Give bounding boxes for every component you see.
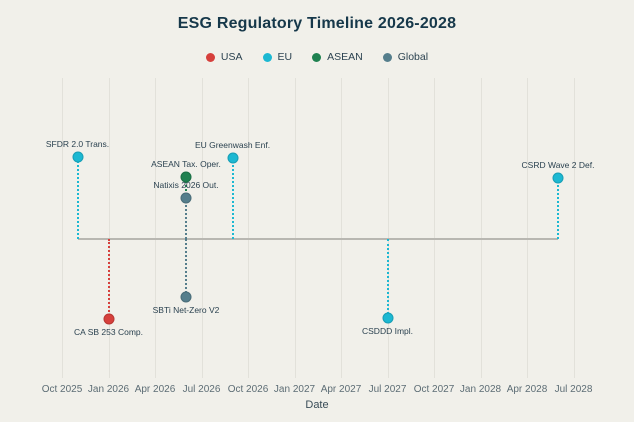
event-label-csddd-impl: CSDDD Impl. (361, 326, 414, 336)
x-tick-label: Jul 2028 (554, 384, 593, 395)
gridline (201, 78, 203, 378)
gridline (108, 78, 110, 378)
legend-item-label: USA (220, 51, 243, 63)
gridline (248, 78, 249, 378)
chart-title: ESG Regulatory Timeline 2026-2028 (177, 15, 457, 32)
legend-marker-icon (262, 52, 272, 62)
event-label-natixis-2026-out: Natixis 2026 Out. (153, 180, 219, 190)
event-stem-ca-sb-253-comp (107, 239, 110, 319)
gridline (62, 78, 63, 378)
legend: USA EU ASEAN Global (0, 51, 634, 63)
x-tick-label: Oct 2026 (227, 384, 269, 395)
x-tick-label: Apr 2028 (506, 384, 548, 395)
event-dot-eu-greenwash-enf[interactable] (227, 152, 238, 164)
event-label-sfdr-2-0-trans: SFDR 2.0 Trans. (45, 139, 110, 149)
x-tick-label: Jul 2027 (368, 384, 407, 395)
event-stem-csddd-impl (386, 239, 389, 318)
event-dot-asean-tax-oper[interactable] (180, 171, 192, 183)
legend-marker-icon (312, 52, 322, 62)
event-dot-csrd-wave-2-def[interactable] (552, 172, 564, 184)
event-stem-sfdr-2-0-trans (76, 157, 79, 239)
x-tick-label: Apr 2026 (134, 384, 176, 395)
event-dot-sfdr-2-0-trans[interactable] (72, 151, 83, 163)
event-stem-sbti-net-zero-v2 (185, 239, 187, 297)
event-label-asean-tax-oper: ASEAN Tax. Oper. (151, 159, 221, 169)
legend-item-usa[interactable]: USA (205, 51, 243, 63)
event-label-sbti-net-zero-v2: SBTi Net-Zero V2 (152, 305, 220, 315)
x-tick-label: Jul 2026 (182, 384, 221, 395)
event-dot-csddd-impl[interactable] (382, 312, 393, 324)
x-tick-label: Jan 2027 (273, 384, 316, 395)
legend-marker-icon (205, 52, 215, 62)
event-dot-natixis-2026-out[interactable] (180, 192, 192, 204)
legend-item-label: EU (277, 51, 293, 63)
gridline (434, 78, 435, 378)
event-stem-natixis-2026-out (185, 198, 187, 239)
gridline (387, 78, 389, 378)
gridline (341, 78, 342, 378)
x-tick-label: Jan 2028 (459, 384, 502, 395)
x-axis-title: Date (305, 399, 329, 411)
x-tick-label: Jan 2026 (87, 384, 130, 395)
event-label-eu-greenwash-enf: EU Greenwash Enf. (194, 140, 271, 150)
event-dot-ca-sb-253-comp[interactable] (103, 313, 114, 325)
event-label-csrd-wave-2-def: CSRD Wave 2 Def. (521, 160, 595, 170)
legend-item-asean[interactable]: ASEAN (312, 51, 363, 63)
gridline (573, 78, 575, 378)
x-tick-label: Oct 2025 (41, 384, 83, 395)
timeline-baseline (77, 238, 558, 240)
legend-item-label: ASEAN (327, 51, 363, 63)
gridline (155, 78, 156, 378)
event-label-ca-sb-253-comp: CA SB 253 Comp. (74, 327, 143, 337)
x-tick-label: Oct 2027 (413, 384, 455, 395)
legend-item-global[interactable]: Global (382, 51, 429, 63)
x-tick-label: Apr 2027 (320, 384, 362, 395)
event-dot-sbti-net-zero-v2[interactable] (180, 291, 192, 303)
gridline (527, 78, 528, 378)
legend-item-eu[interactable]: EU (262, 51, 293, 63)
legend-marker-icon (382, 52, 392, 62)
event-stem-eu-greenwash-enf (231, 158, 234, 239)
gridline (480, 78, 482, 378)
event-stem-csrd-wave-2-def (557, 178, 559, 239)
gridline (294, 78, 296, 378)
legend-item-label: Global (397, 51, 429, 63)
